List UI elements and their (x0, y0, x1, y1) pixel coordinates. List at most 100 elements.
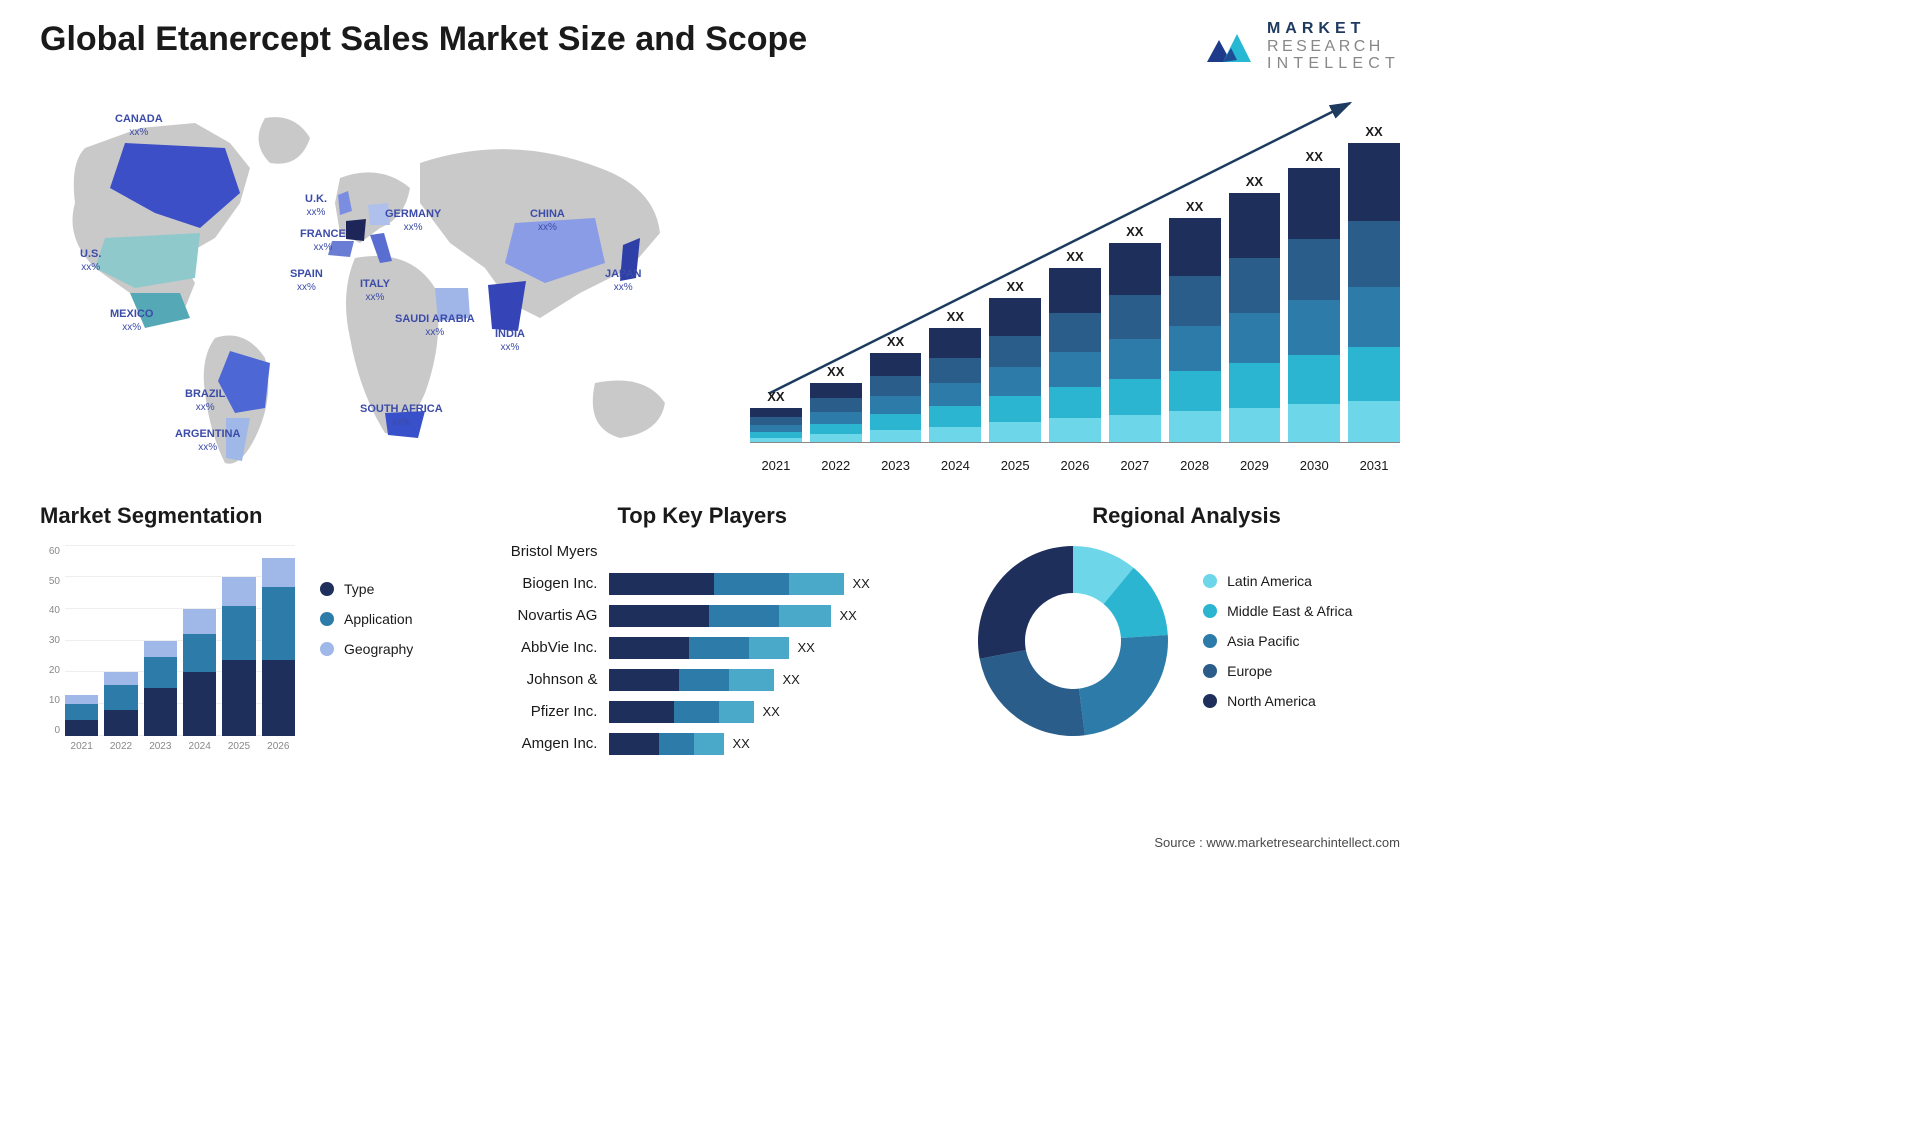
growth-seg (1348, 143, 1400, 221)
player-segment (609, 605, 709, 627)
growth-value-2028: XX (1186, 199, 1203, 214)
growth-xlabel: 2030 (1288, 458, 1340, 473)
growth-seg (1049, 313, 1101, 352)
players-title: Top Key Players (617, 503, 943, 529)
player-row: XX (609, 605, 943, 627)
player-segment (749, 637, 789, 659)
growth-value-2024: XX (947, 309, 964, 324)
region-legend-item: Latin America (1203, 573, 1352, 589)
growth-seg (1049, 352, 1101, 387)
growth-seg (1288, 168, 1340, 240)
growth-col-2025: XX (989, 279, 1041, 443)
growth-seg (870, 396, 922, 414)
growth-value-2029: XX (1246, 174, 1263, 189)
region-legend-item: Asia Pacific (1203, 633, 1352, 649)
seg-xlabel: 2025 (222, 741, 255, 761)
growth-seg (1169, 218, 1221, 277)
growth-seg (1229, 258, 1281, 313)
seg-ytick: 10 (40, 695, 60, 706)
player-label: Amgen Inc. (477, 733, 597, 755)
growth-seg (989, 396, 1041, 422)
growth-col-2029: XX (1229, 174, 1281, 443)
donut-segment (978, 546, 1073, 659)
growth-seg (929, 427, 981, 443)
growth-value-2025: XX (1006, 279, 1023, 294)
player-segment (609, 637, 689, 659)
growth-chart: XXXXXXXXXXXXXXXXXXXXXX 20212022202320242… (750, 93, 1400, 473)
growth-seg (750, 417, 802, 425)
player-value: XX (852, 576, 869, 591)
growth-seg (750, 425, 802, 432)
seg-legend-item: Application (320, 611, 413, 627)
map-label-japan: JAPANxx% (605, 268, 641, 294)
legend-dot (320, 582, 334, 596)
player-label: Novartis AG (477, 605, 597, 627)
player-row: XX (609, 573, 943, 595)
legend-label: North America (1227, 693, 1316, 709)
legend-label: Middle East & Africa (1227, 603, 1352, 619)
seg-segment (183, 634, 216, 672)
growth-value-2023: XX (887, 334, 904, 349)
legend-dot (1203, 634, 1217, 648)
seg-segment (262, 660, 295, 736)
seg-col-2024 (183, 609, 216, 736)
growth-seg (989, 298, 1041, 336)
seg-ytick: 0 (40, 725, 60, 736)
growth-seg (1109, 243, 1161, 295)
growth-col-2023: XX (870, 334, 922, 443)
seg-xlabel: 2024 (183, 741, 216, 761)
seg-segment (222, 577, 255, 606)
growth-xlabel: 2026 (1049, 458, 1101, 473)
growth-seg (750, 408, 802, 417)
player-segment (609, 733, 659, 755)
logo-line3: INTELLECT (1267, 55, 1400, 73)
growth-baseline (750, 442, 1400, 443)
seg-segment (104, 672, 137, 685)
region-legend-item: North America (1203, 693, 1352, 709)
growth-col-2024: XX (929, 309, 981, 443)
legend-dot (320, 612, 334, 626)
growth-seg (1288, 300, 1340, 355)
player-value: XX (732, 736, 749, 751)
growth-seg (1049, 418, 1101, 443)
growth-xlabel: 2031 (1348, 458, 1400, 473)
growth-value-2022: XX (827, 364, 844, 379)
growth-xlabel: 2025 (989, 458, 1041, 473)
growth-xlabel: 2029 (1229, 458, 1281, 473)
player-segment (714, 573, 789, 595)
player-value: XX (782, 672, 799, 687)
growth-seg (989, 367, 1041, 396)
player-segment (694, 733, 724, 755)
legend-label: Asia Pacific (1227, 633, 1299, 649)
map-label-france: FRANCExx% (300, 228, 346, 254)
growth-xlabel: 2022 (810, 458, 862, 473)
donut-segment (980, 650, 1085, 736)
seg-segment (144, 641, 177, 657)
map-label-spain: SPAINxx% (290, 268, 323, 294)
seg-segment (183, 609, 216, 634)
seg-legend-item: Geography (320, 641, 413, 657)
seg-legend-item: Type (320, 581, 413, 597)
growth-seg (1348, 401, 1400, 443)
growth-seg (929, 328, 981, 358)
growth-seg (810, 383, 862, 399)
player-segment (659, 733, 694, 755)
legend-dot (1203, 604, 1217, 618)
logo-line1: MARKET (1267, 20, 1400, 38)
region-legend-item: Middle East & Africa (1203, 603, 1352, 619)
player-value: XX (762, 704, 779, 719)
map-label-china: CHINAxx% (530, 208, 565, 234)
legend-dot (1203, 574, 1217, 588)
growth-seg (1229, 193, 1281, 258)
player-value: XX (797, 640, 814, 655)
segmentation-title: Market Segmentation (40, 503, 447, 529)
growth-col-2028: XX (1169, 199, 1221, 443)
growth-seg (1229, 313, 1281, 363)
map-label-saudiarabia: SAUDI ARABIAxx% (395, 313, 475, 339)
growth-seg (929, 383, 981, 406)
growth-seg (1229, 408, 1281, 443)
legend-label: Application (344, 611, 413, 627)
growth-seg (870, 414, 922, 430)
source-footer: Source : www.marketresearchintellect.com (1154, 835, 1400, 850)
growth-xlabel: 2024 (929, 458, 981, 473)
